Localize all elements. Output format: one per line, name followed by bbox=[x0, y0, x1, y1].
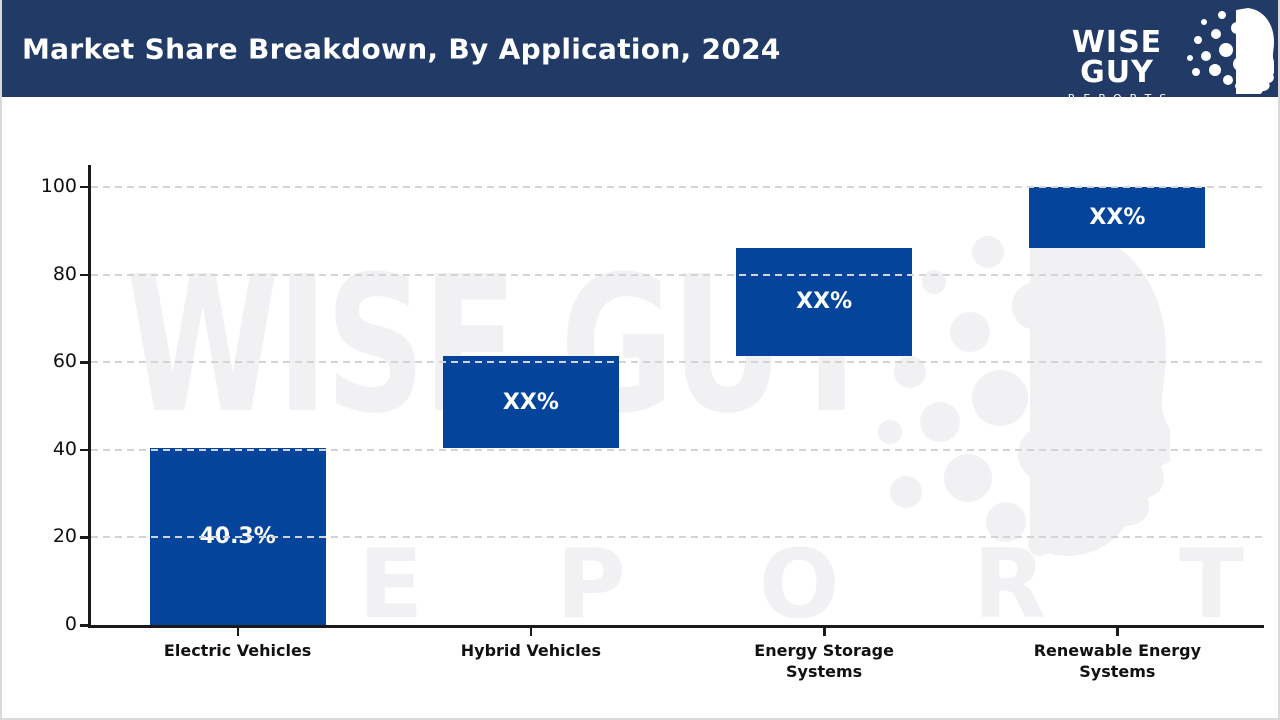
x-tick-label: Renewable Energy Systems bbox=[1033, 641, 1202, 681]
watermark-face-icon bbox=[878, 230, 1170, 556]
y-axis-line bbox=[88, 165, 91, 628]
y-tick-mark bbox=[80, 273, 88, 277]
watermark-subtext: R E P O R T S bbox=[152, 530, 1278, 640]
y-tick-label: 100 bbox=[40, 174, 77, 197]
bar: XX% bbox=[1029, 186, 1206, 249]
bar-value-label: XX% bbox=[1089, 205, 1146, 231]
wiseguy-logo: WISE GUY REPORTS bbox=[1019, 4, 1274, 105]
logo-subtext: REPORTS bbox=[1067, 92, 1175, 105]
y-tick-mark bbox=[80, 536, 88, 539]
y-tick-label: 60 bbox=[52, 350, 77, 373]
y-gridline bbox=[91, 448, 1264, 451]
x-tick-mark bbox=[1116, 628, 1119, 636]
x-tick-mark bbox=[529, 628, 533, 636]
logo-wordmark: WISE GUY bbox=[1071, 25, 1163, 90]
x-tick-mark bbox=[236, 628, 240, 636]
y-gridline bbox=[91, 273, 1264, 276]
bar: XX% bbox=[736, 248, 913, 356]
y-tick-label: 80 bbox=[52, 262, 77, 285]
y-gridline bbox=[91, 536, 1264, 539]
y-tick-label: 20 bbox=[52, 525, 77, 548]
x-tick-label: Energy Storage Systems bbox=[754, 641, 894, 681]
y-gridline bbox=[91, 185, 1264, 188]
x-tick-label: Electric Vehicles bbox=[163, 641, 312, 660]
x-axis-line bbox=[88, 625, 1264, 628]
bar-value-label: XX% bbox=[796, 289, 853, 315]
y-tick-label: 40 bbox=[52, 437, 77, 460]
header-bar: Market Share Breakdown, By Application, … bbox=[2, 0, 1278, 105]
y-tick-mark bbox=[80, 624, 88, 627]
logo-face-icon bbox=[1187, 8, 1274, 94]
chart-title: Market Share Breakdown, By Application, … bbox=[22, 32, 781, 65]
x-tick-label: Hybrid Vehicles bbox=[460, 641, 601, 660]
x-tick-mark bbox=[823, 628, 826, 636]
bar-value-label: XX% bbox=[502, 389, 559, 415]
y-tick-label: 0 bbox=[64, 613, 77, 635]
y-gridline bbox=[91, 361, 1264, 364]
logo-text: WISE GUY REPORTS bbox=[1037, 25, 1197, 106]
bar: XX% bbox=[442, 355, 619, 449]
y-tick-mark bbox=[80, 361, 88, 364]
y-tick-mark bbox=[80, 185, 88, 189]
y-tick-mark bbox=[80, 448, 88, 452]
